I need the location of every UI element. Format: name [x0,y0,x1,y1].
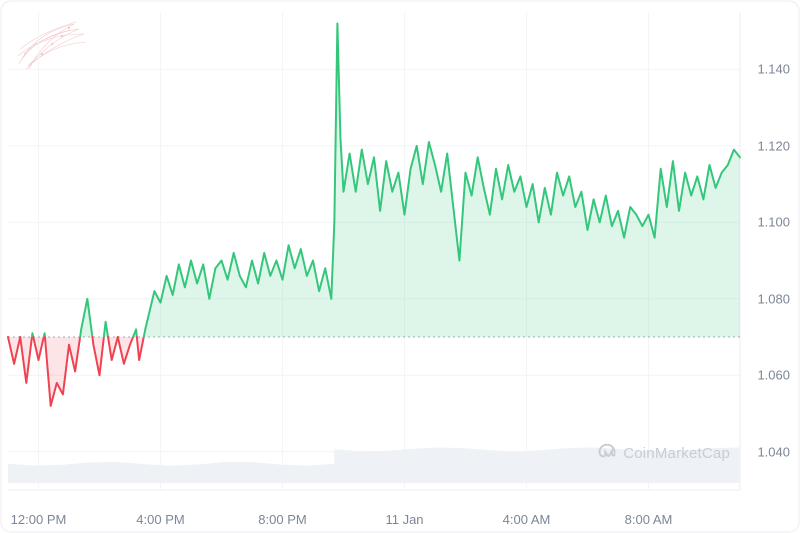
y-tick-label: 1.100 [757,215,790,230]
y-tick-label: 1.140 [757,62,790,77]
x-tick-label: 11 Jan [385,512,423,527]
x-tick-label: 12:00 PM [11,512,67,527]
y-tick-label: 1.060 [757,368,790,383]
x-tick-label: 8:00 AM [625,512,673,527]
price-chart[interactable]: 1.040 1.060 1.080 1.100 1.120 1.140 12:00 PM 4… [0,0,800,533]
y-tick-label: 1.080 [757,291,790,306]
y-tick-label: 1.040 [757,444,790,459]
y-tick-label: 1.120 [757,138,790,153]
chart-plot [0,0,800,533]
x-tick-label: 4:00 AM [503,512,551,527]
x-tick-label: 4:00 PM [136,512,184,527]
x-tick-label: 8:00 PM [258,512,306,527]
